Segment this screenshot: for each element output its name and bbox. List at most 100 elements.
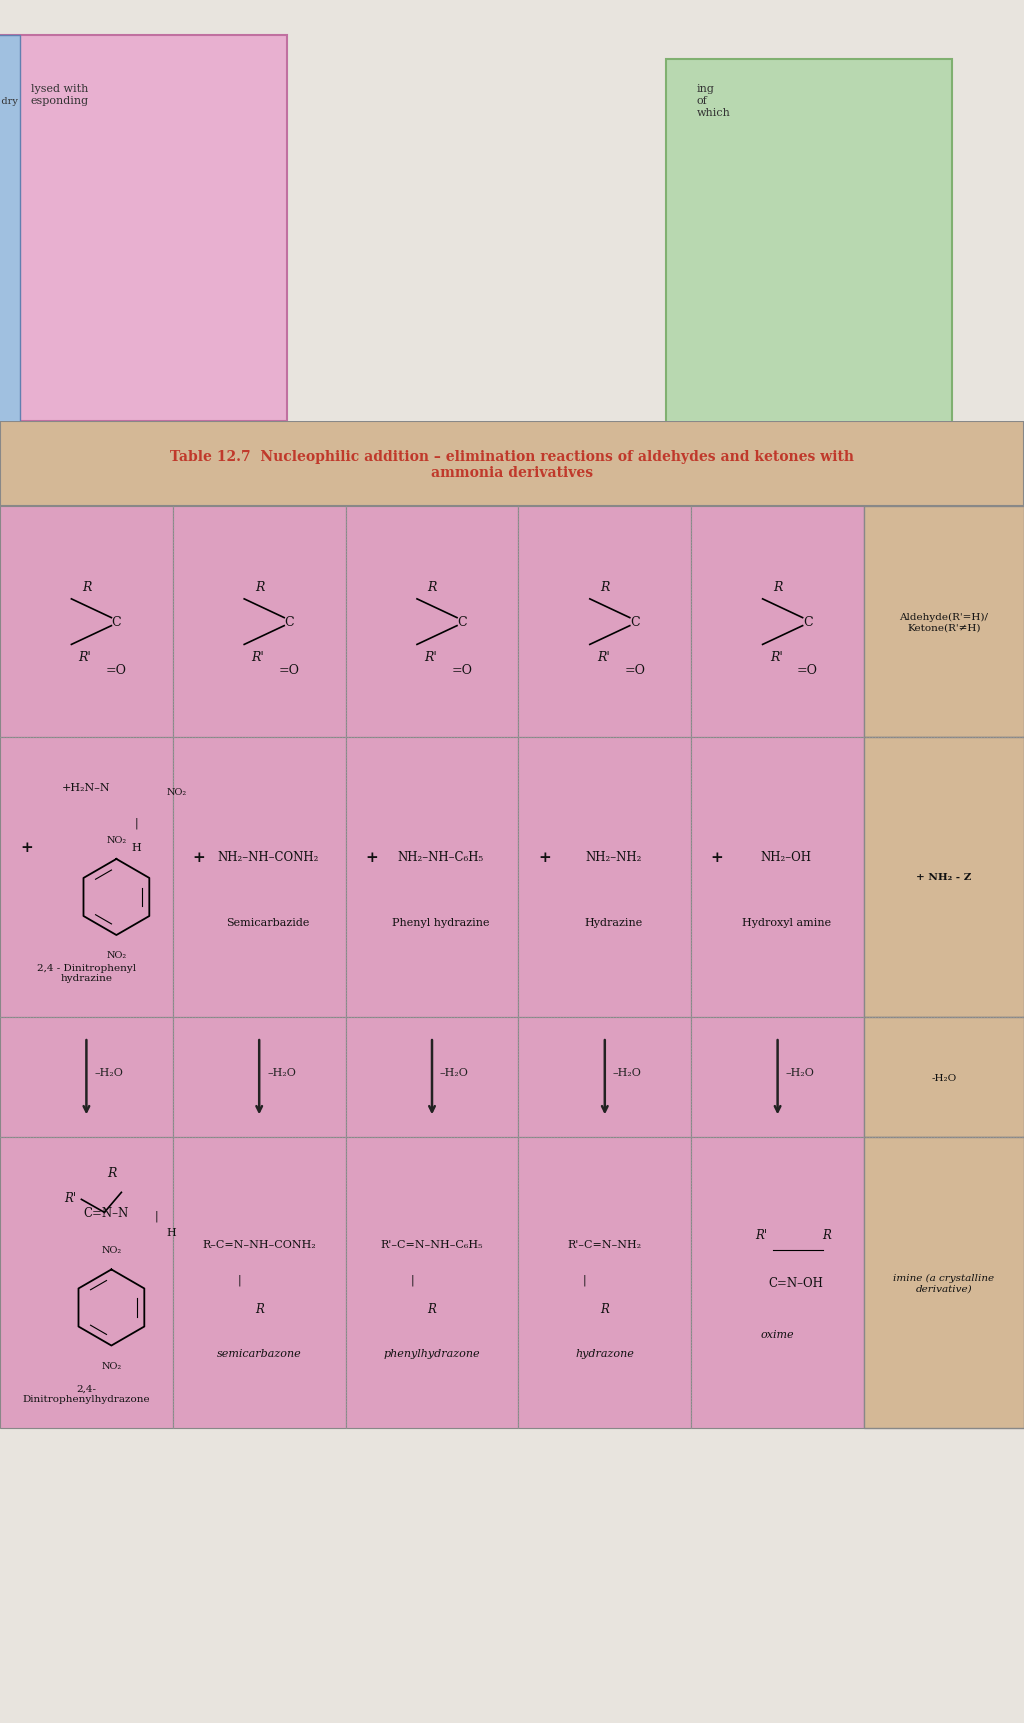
Text: =O: =O <box>452 663 472 677</box>
Text: R: R <box>600 581 610 594</box>
Text: NO₂: NO₂ <box>101 1246 122 1254</box>
Bar <box>0 422 1024 507</box>
Bar <box>691 507 864 737</box>
Text: +: + <box>193 851 205 865</box>
Text: NH₂–NH–CONH₂: NH₂–NH–CONH₂ <box>217 851 318 863</box>
Bar <box>173 507 346 737</box>
Text: phenylhydrazone: phenylhydrazone <box>384 1347 480 1358</box>
Text: R–C=N–NH–CONH₂: R–C=N–NH–CONH₂ <box>203 1239 316 1249</box>
Text: C: C <box>803 615 812 629</box>
Text: +H₂N–N: +H₂N–N <box>62 782 111 793</box>
Text: hydrazone: hydrazone <box>575 1347 634 1358</box>
Bar <box>0 1018 173 1137</box>
Bar <box>518 1137 691 1428</box>
Text: Hydroxyl amine: Hydroxyl amine <box>741 917 830 927</box>
Text: R': R' <box>79 651 91 663</box>
Bar <box>691 1018 864 1137</box>
Bar <box>173 737 346 1018</box>
Text: |: | <box>411 1273 414 1285</box>
Text: NO₂: NO₂ <box>106 836 126 844</box>
Bar <box>0 737 173 1018</box>
Text: H: H <box>131 843 141 853</box>
Text: =O: =O <box>105 663 127 677</box>
Text: ith dry
–ls: ith dry –ls <box>0 96 17 115</box>
Text: –H₂O: –H₂O <box>612 1068 642 1077</box>
Text: 2,4-
Dinitrophenylhydrazone: 2,4- Dinitrophenylhydrazone <box>23 1384 151 1403</box>
Text: R': R' <box>770 651 782 663</box>
Text: R: R <box>428 581 437 594</box>
Bar <box>518 1018 691 1137</box>
Text: R'–C=N–NH₂: R'–C=N–NH₂ <box>567 1239 642 1249</box>
Text: C: C <box>630 615 640 629</box>
Text: NH₂–OH: NH₂–OH <box>761 851 812 863</box>
FancyBboxPatch shape <box>0 36 287 422</box>
Text: R: R <box>255 1303 263 1315</box>
Text: C=N–OH: C=N–OH <box>768 1277 823 1289</box>
Text: R: R <box>82 581 91 594</box>
Text: +: + <box>20 841 33 855</box>
Bar <box>346 737 518 1018</box>
Text: + NH₂ - Z: + NH₂ - Z <box>916 874 972 882</box>
Bar <box>864 737 1024 1018</box>
Text: NO₂: NO₂ <box>106 951 126 960</box>
Text: Table 12.7  Nucleophilic addition – elimination reactions of aldehydes and keton: Table 12.7 Nucleophilic addition – elimi… <box>170 450 854 479</box>
Text: |: | <box>134 817 138 829</box>
Bar <box>346 1018 518 1137</box>
Text: R: R <box>255 581 264 594</box>
Text: –H₂O: –H₂O <box>440 1068 469 1077</box>
Text: imine (a crystalline
derivative): imine (a crystalline derivative) <box>893 1273 994 1292</box>
Text: 2,4 - Dinitrophenyl
hydrazine: 2,4 - Dinitrophenyl hydrazine <box>37 963 136 982</box>
Text: NH₂–NH₂: NH₂–NH₂ <box>586 851 642 863</box>
Text: Semicarbazide: Semicarbazide <box>226 917 309 927</box>
Text: NH₂–NH–C₆H₅: NH₂–NH–C₆H₅ <box>397 851 483 863</box>
Bar <box>0 507 173 737</box>
Text: R': R' <box>424 651 437 663</box>
Text: NO₂: NO₂ <box>166 787 186 796</box>
Bar <box>691 1137 864 1428</box>
Bar <box>346 1137 518 1428</box>
Text: –H₂O: –H₂O <box>267 1068 296 1077</box>
Text: +: + <box>538 851 551 865</box>
FancyBboxPatch shape <box>0 36 20 446</box>
Text: R: R <box>822 1228 831 1241</box>
Text: R: R <box>773 581 782 594</box>
Text: |: | <box>583 1273 587 1285</box>
Text: -H₂O: -H₂O <box>932 1073 956 1082</box>
Text: =O: =O <box>279 663 300 677</box>
Bar <box>691 737 864 1018</box>
Bar <box>864 1018 1024 1137</box>
Text: C: C <box>457 615 467 629</box>
Bar <box>0 1137 173 1428</box>
Text: C=N–N: C=N–N <box>84 1206 129 1220</box>
Text: R'–C=N–NH–C₆H₅: R'–C=N–NH–C₆H₅ <box>381 1239 483 1249</box>
Text: R: R <box>106 1166 116 1179</box>
Text: =O: =O <box>797 663 818 677</box>
Text: Hydrazine: Hydrazine <box>585 917 643 927</box>
Text: +: + <box>711 851 724 865</box>
Bar <box>173 1018 346 1137</box>
Text: lysed with
esponding: lysed with esponding <box>31 84 89 107</box>
Text: R: R <box>428 1303 436 1315</box>
Bar <box>518 737 691 1018</box>
Text: +: + <box>366 851 378 865</box>
Text: R': R' <box>756 1228 768 1241</box>
FancyBboxPatch shape <box>666 60 952 446</box>
Text: =O: =O <box>625 663 645 677</box>
Text: C: C <box>285 615 294 629</box>
Text: R': R' <box>597 651 610 663</box>
Bar <box>173 1137 346 1428</box>
Text: R': R' <box>65 1191 77 1204</box>
Text: R: R <box>600 1303 609 1315</box>
Text: ing
of
which: ing of which <box>696 84 730 117</box>
Bar <box>518 507 691 737</box>
Text: –H₂O: –H₂O <box>94 1068 123 1077</box>
Text: Aldehyde(R'=H)/
Ketone(R'≠H): Aldehyde(R'=H)/ Ketone(R'≠H) <box>899 612 988 632</box>
Text: C: C <box>112 615 121 629</box>
Bar <box>346 507 518 737</box>
Text: oxime: oxime <box>761 1328 795 1339</box>
Bar <box>864 1137 1024 1428</box>
Text: |: | <box>155 1210 159 1222</box>
Text: H: H <box>167 1228 176 1237</box>
Text: –H₂O: –H₂O <box>785 1068 814 1077</box>
Text: R': R' <box>252 651 264 663</box>
